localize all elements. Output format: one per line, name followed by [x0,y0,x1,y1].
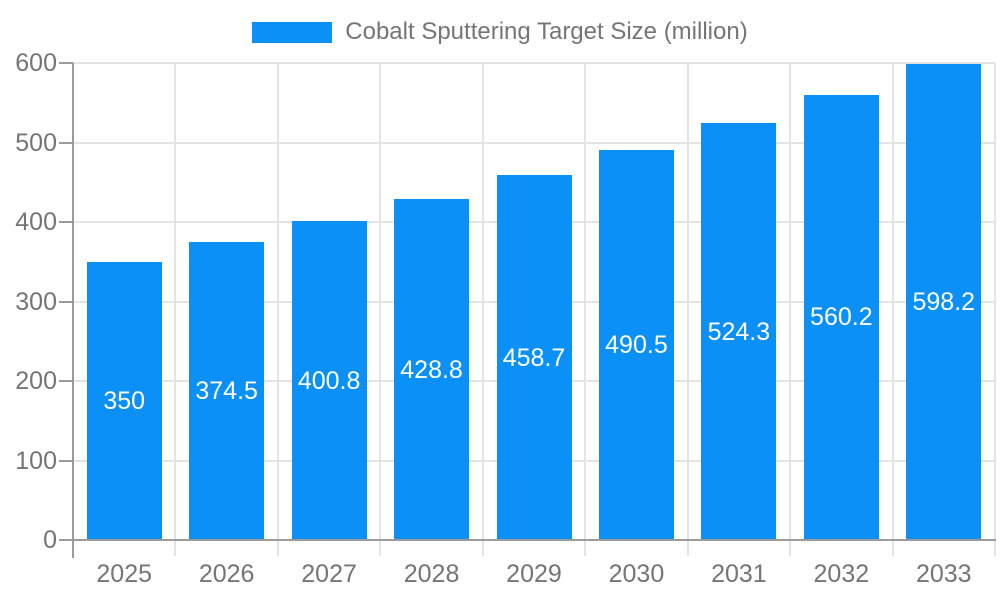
y-axis-label: 100 [15,446,57,475]
bar-value-label: 374.5 [195,377,258,406]
v-gridline [789,63,792,556]
y-axis-tick [59,380,73,382]
v-gridline [174,63,177,556]
x-axis-label: 2031 [711,560,767,588]
y-axis-tick [59,221,73,223]
bar-value-label: 458.7 [502,343,566,372]
v-gridline [994,63,996,556]
h-gridline [73,141,995,144]
v-gridline [481,63,484,556]
y-axis-tick [59,459,73,462]
x-axis-label: 2032 [813,560,870,588]
bar[interactable] [803,94,879,539]
bar[interactable] [189,242,265,539]
bar[interactable] [496,175,572,539]
h-gridline [73,62,995,64]
y-axis-label: 600 [15,49,57,77]
bar-value-label: 428.8 [400,355,463,384]
bar[interactable] [701,123,777,539]
bar-value-label: 560.2 [810,303,873,332]
y-axis-label: 200 [15,367,57,395]
v-gridline [891,63,894,556]
v-gridline [276,63,279,556]
bar-value-label: 524.3 [707,317,771,346]
x-axis-label: 2033 [915,560,972,588]
x-axis-label: 2029 [506,560,562,588]
legend-item[interactable]: Cobalt Sputtering Target Size (million) [252,17,748,47]
legend-label: Cobalt Sputtering Target Size (million) [345,18,748,45]
bar[interactable] [598,150,674,539]
bar-value-label: 400.8 [297,366,361,395]
chart-legend: Cobalt Sputtering Target Size (million) [0,17,1000,47]
y-axis-label: 300 [15,287,57,316]
x-axis-label: 2027 [301,560,357,588]
bar[interactable] [86,261,162,539]
bar-value-label: 598.2 [912,288,976,317]
v-gridline [379,63,382,556]
x-axis-label: 2026 [198,560,255,588]
y-axis-label: 400 [15,208,57,236]
bar-value-label: 490.5 [605,331,668,360]
x-axis-label: 2028 [403,560,460,588]
y-axis-tick [59,539,73,541]
y-axis-line [72,63,74,558]
y-axis-label: 0 [43,526,57,554]
x-axis-label: 2025 [96,560,153,588]
y-axis-tick [59,141,73,144]
x-axis-label: 2030 [608,560,665,588]
y-axis-label: 500 [15,128,57,157]
bar[interactable] [394,199,470,539]
x-axis-line [71,539,996,541]
bar-value-label: 350 [103,386,146,415]
legend-swatch [252,21,333,43]
bar[interactable] [291,221,367,539]
y-axis-tick [59,300,73,303]
bar[interactable] [906,64,982,539]
y-axis-tick [59,62,73,64]
v-gridline [584,63,587,556]
v-gridline [686,63,689,556]
